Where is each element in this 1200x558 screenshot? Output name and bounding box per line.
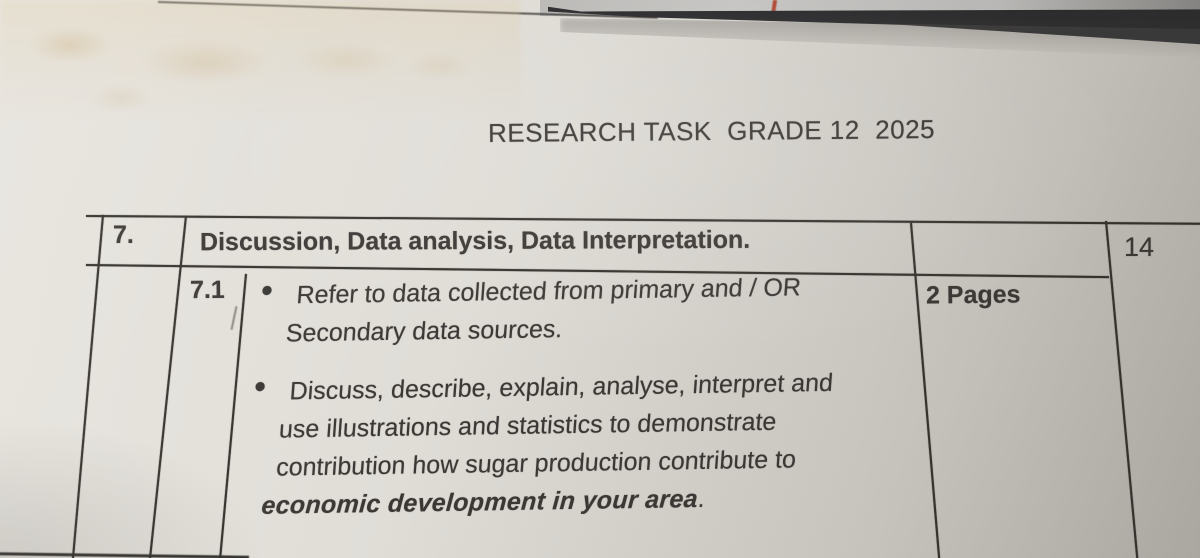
stray-pen-tick bbox=[230, 306, 238, 330]
table-col-divider-4 bbox=[1105, 220, 1139, 558]
item-pages: 2 Pages bbox=[925, 280, 1021, 310]
bullet-2-period: . bbox=[696, 484, 706, 514]
table-border-left bbox=[71, 214, 104, 558]
next-row-border bbox=[0, 552, 250, 558]
section-number: 7. bbox=[113, 221, 134, 249]
bullet-icon: • bbox=[259, 271, 275, 310]
section-heading: Discussion, Data analysis, Data Interpre… bbox=[199, 225, 751, 257]
page-title: RESEARCH TASK GRADE 12 2025 bbox=[487, 114, 936, 148]
item-number: 7.1 bbox=[189, 275, 225, 305]
table-col-divider-1 bbox=[149, 215, 187, 558]
bullet-2-emphasis: economic development in your area bbox=[260, 484, 699, 520]
paper-stains bbox=[0, 0, 520, 140]
bullet-icon: • bbox=[252, 367, 268, 406]
section-marks: 14 bbox=[1124, 232, 1155, 262]
bullet-2-line-1: Discuss, describe, explain, analyse, int… bbox=[288, 368, 835, 406]
item-bullet-list: • Refer to data collected from primary a… bbox=[232, 266, 930, 525]
bullet-1-line-1: Refer to data collected from primary and… bbox=[295, 273, 802, 310]
table-border-top bbox=[85, 215, 1200, 225]
